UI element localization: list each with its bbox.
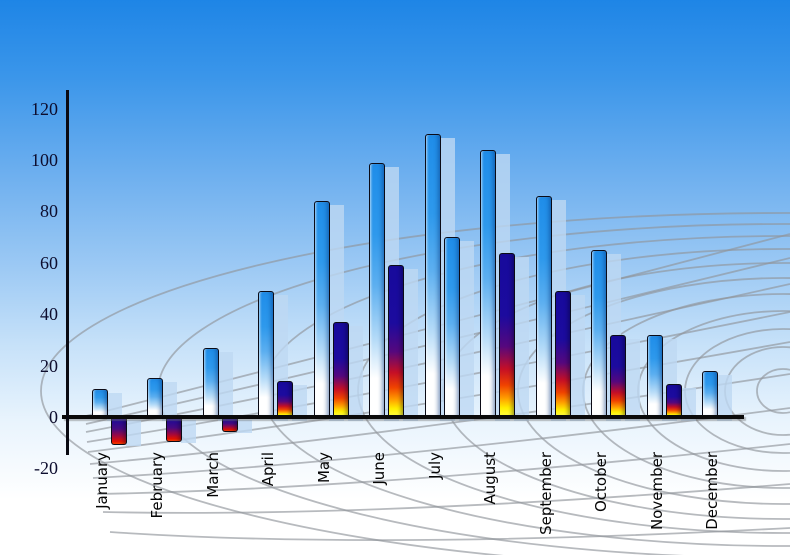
bar-shadow-may	[347, 325, 363, 421]
x-label-september: September	[536, 452, 555, 535]
bar-shadow-june	[403, 269, 419, 421]
x-label-november: November	[647, 452, 666, 531]
x-label-october: October	[592, 452, 611, 513]
bar-shadow-december	[716, 374, 732, 421]
bar-shadow-october	[625, 338, 641, 421]
bar-shadow-march	[236, 420, 252, 433]
bar-shadow-february	[181, 420, 197, 444]
y-tick-minus20: -20	[34, 458, 58, 479]
grid-meridian-line-7	[96, 443, 790, 495]
bar-secondary-february	[166, 419, 183, 443]
x-label-march: March	[203, 452, 222, 498]
grid-meridian-line-8	[102, 483, 790, 514]
x-axis-line	[62, 415, 744, 419]
bar-shadow-september	[569, 295, 585, 421]
bar-shadow-april	[292, 385, 308, 421]
grid-meridian-line-9	[109, 527, 790, 541]
x-label-december: December	[702, 452, 721, 530]
x-label-july: July	[425, 452, 444, 479]
y-tick-100: 100	[31, 150, 58, 170]
y-tick-0: 0	[49, 407, 58, 427]
grid-latitude-arc-10	[40, 212, 790, 555]
grid-latitude-arc-0	[756, 368, 790, 414]
bar-shadow-august	[514, 256, 530, 421]
bar-shadow-february	[162, 382, 178, 421]
y-tick-40: 40	[40, 304, 58, 325]
y-tick-60: 60	[40, 252, 58, 273]
x-label-august: August	[481, 452, 500, 505]
x-label-january: January	[93, 452, 111, 509]
x-label-june: June	[370, 452, 389, 485]
bar-shadow-january	[126, 420, 141, 446]
y-tick-80: 80	[40, 201, 58, 222]
y-axis-line	[66, 90, 69, 455]
bar-shadow-january	[107, 392, 122, 421]
grid-meridian-line-6	[92, 407, 790, 479]
bar-shadow-march	[217, 351, 233, 421]
bar-secondary-march	[221, 419, 238, 432]
x-label-may: May	[314, 452, 333, 484]
x-label-february: February	[148, 452, 167, 519]
x-label-april: April	[259, 452, 278, 487]
y-tick-20: 20	[40, 355, 58, 376]
bar-shadow-november	[680, 387, 696, 421]
bar-shadow-july	[458, 241, 474, 421]
bar-secondary-january	[111, 419, 127, 445]
y-tick-120: 120	[31, 98, 58, 119]
